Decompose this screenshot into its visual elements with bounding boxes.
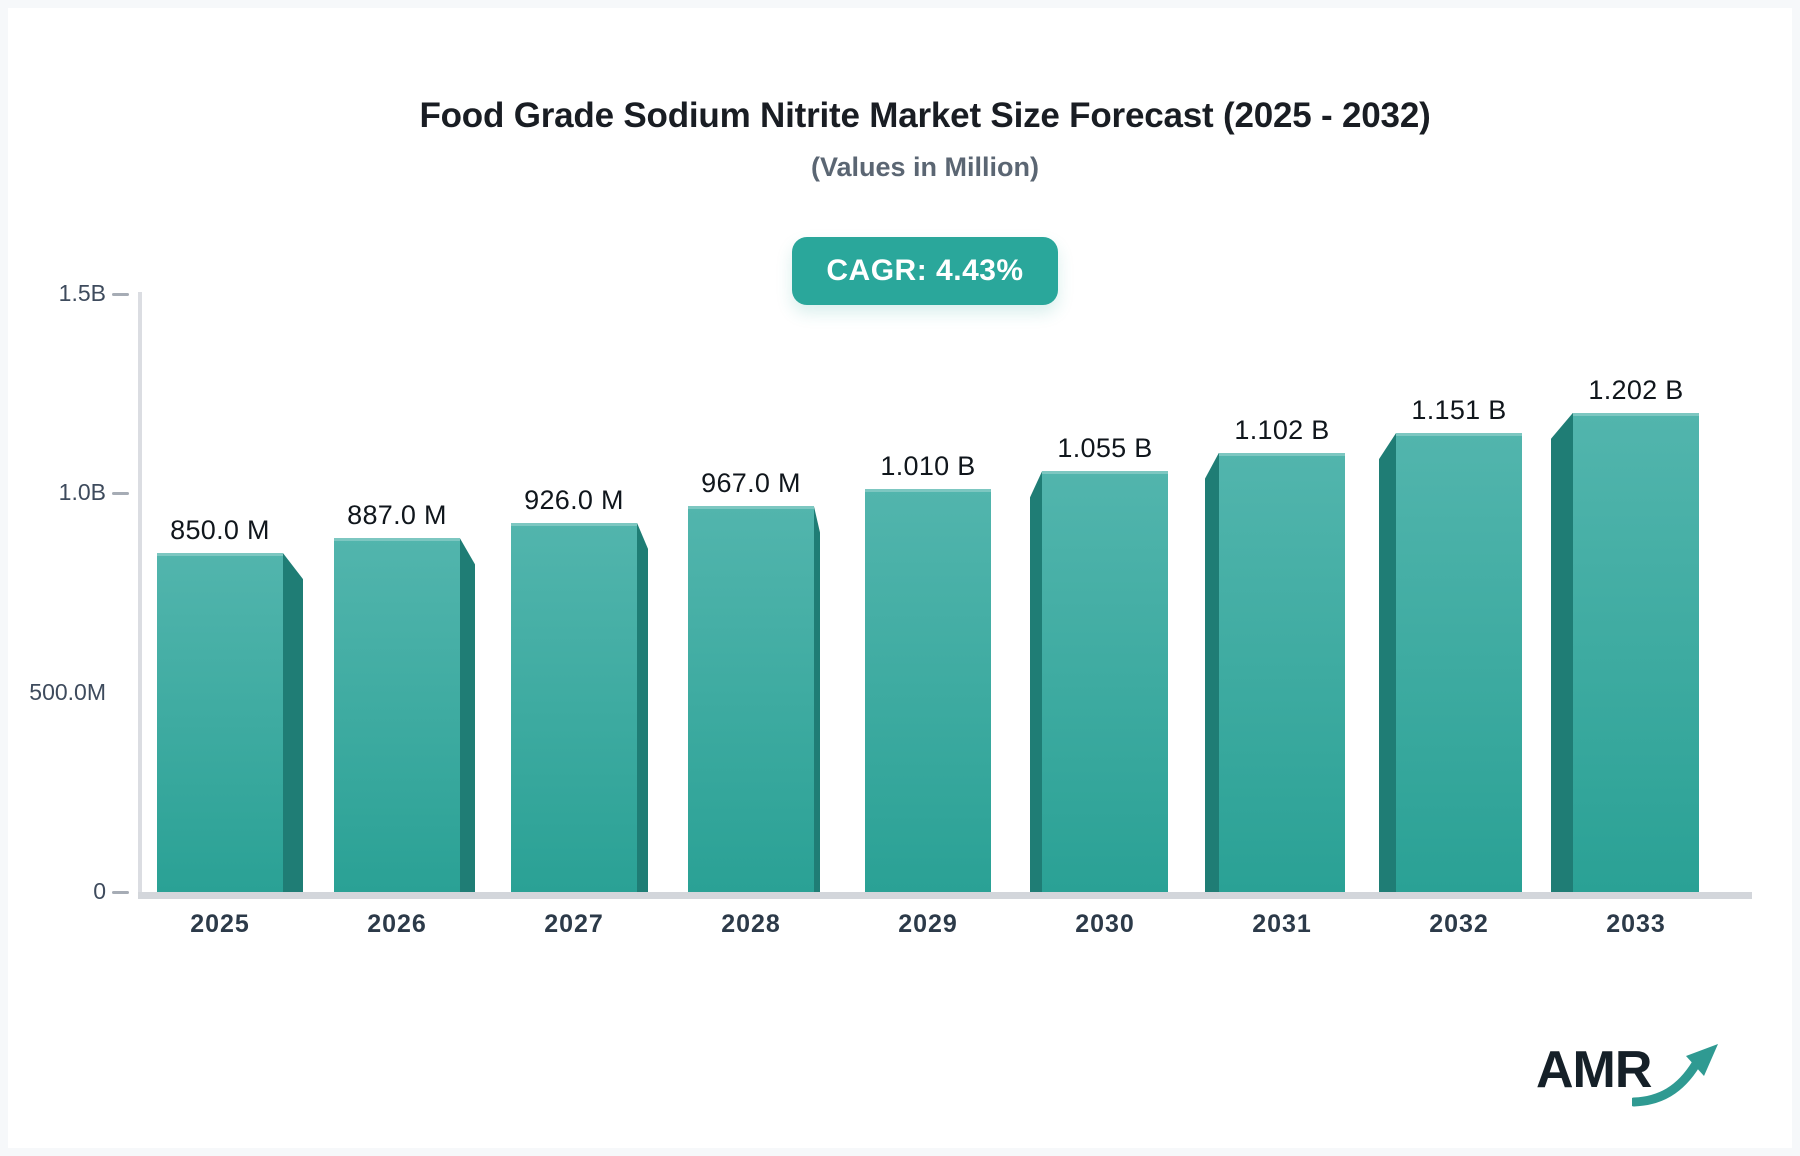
bar-value-label: 926.0 M <box>524 484 624 515</box>
chart-subtitle: (Values in Million) <box>810 152 1040 182</box>
amr-logo-text: AMR <box>1536 1041 1652 1099</box>
bar-2027[interactable] <box>511 522 637 892</box>
bar-value-label: 850.0 M <box>170 515 270 546</box>
bar-side-2032 <box>1379 433 1396 892</box>
bar-2029[interactable] <box>865 489 991 892</box>
bar-side-2030 <box>1030 471 1042 892</box>
bar-2031[interactable] <box>1219 452 1345 892</box>
cagr-badge: CAGR: 4.43% <box>792 237 1058 305</box>
y-axis-tick-label: 0 <box>93 878 106 904</box>
y-axis-tick-label: 1.0B <box>58 479 106 506</box>
y-axis-tick-label: 1.5B <box>58 280 106 306</box>
bar-side-2031 <box>1205 452 1219 892</box>
y-axis-tick-dash <box>112 492 129 496</box>
x-axis-baseline <box>138 892 1752 899</box>
bar-side-2027 <box>637 522 648 892</box>
bar-value-label: 967.0 M <box>701 468 801 499</box>
bar-2032[interactable] <box>1396 433 1522 892</box>
chart-header: Food Grade Sodium Nitrite Market Size Fo… <box>58 96 1792 305</box>
x-axis-label-2030: 2030 <box>1075 910 1135 938</box>
x-axis-label-2025: 2025 <box>190 910 250 938</box>
bar-value-label: 1.102 B <box>1234 414 1330 445</box>
bar-value-label: 1.010 B <box>880 451 976 482</box>
x-axis-label-2026: 2026 <box>367 910 427 938</box>
x-axis-label-2027: 2027 <box>544 910 604 938</box>
y-axis-tick-dash <box>112 891 129 894</box>
amr-logo: AMR <box>1536 1040 1736 1120</box>
x-axis-label-2028: 2028 <box>721 910 781 938</box>
chart-title: Food Grade Sodium Nitrite Market Size Fo… <box>419 96 1431 135</box>
growth-arrow-icon <box>1632 1044 1718 1107</box>
bar-value-label: 887.0 M <box>347 500 447 531</box>
bar-2030[interactable] <box>1042 471 1168 892</box>
bar-value-label: 1.151 B <box>1411 395 1507 426</box>
y-axis-tick-dash <box>112 293 129 296</box>
x-axis-label-2029: 2029 <box>898 910 958 938</box>
chart-area: 1.5B 1.0B 500.0M 0 850.0 M 2025 887.0 M 2026 926… <box>8 8 1792 1148</box>
bar-2026[interactable] <box>334 538 460 892</box>
bar-side-2033 <box>1551 412 1573 892</box>
x-axis-label-2033: 2033 <box>1606 910 1666 938</box>
x-axis-label-2031: 2031 <box>1252 910 1312 938</box>
bar-2028[interactable] <box>688 506 814 892</box>
y-axis-line <box>138 292 142 892</box>
bar-2033[interactable] <box>1573 412 1699 892</box>
bar-side-2028 <box>814 506 820 892</box>
chart-card: Food Grade Sodium Nitrite Market Size Fo… <box>8 8 1792 1148</box>
y-axis-tick-label: 500.0M <box>29 678 106 705</box>
bar-side-2025 <box>283 553 303 892</box>
bar-value-label: 1.202 B <box>1588 374 1684 405</box>
bar-side-2026 <box>460 538 475 892</box>
x-axis-label-2032: 2032 <box>1429 910 1489 938</box>
bar-2025[interactable] <box>157 553 283 892</box>
bar-value-label: 1.055 B <box>1057 433 1153 464</box>
